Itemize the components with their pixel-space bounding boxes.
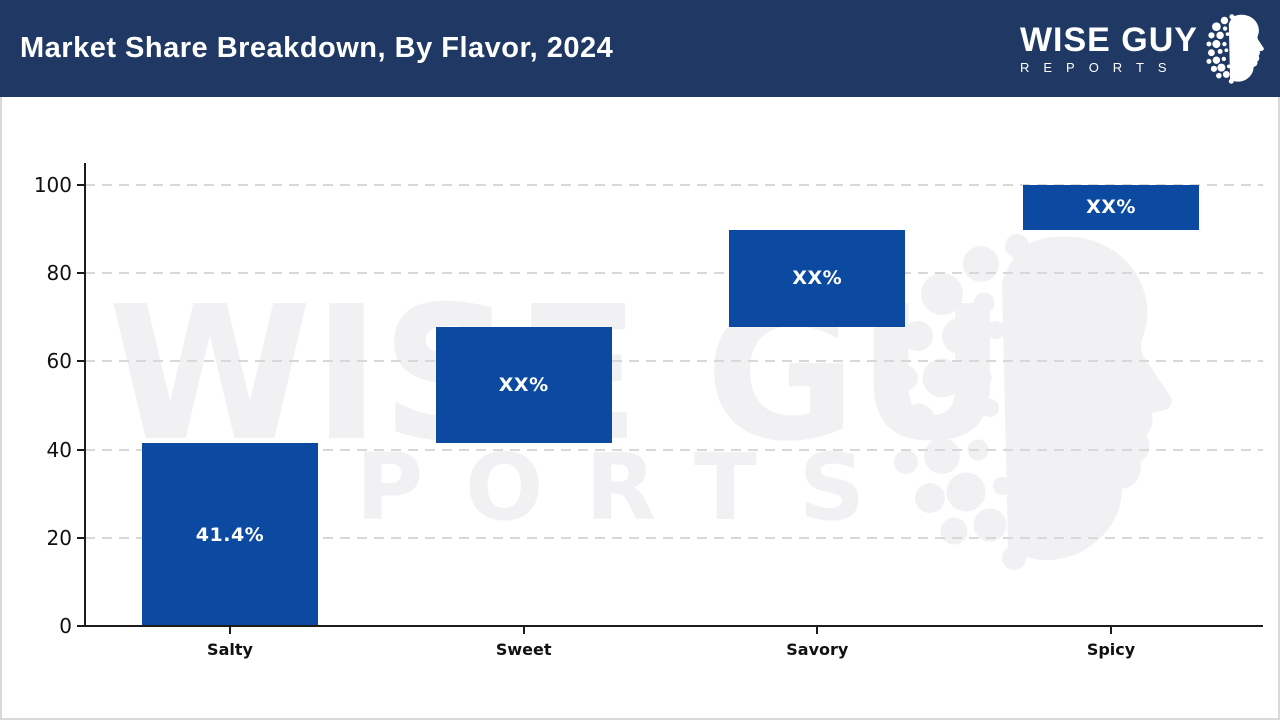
brand-head-icon	[1206, 13, 1264, 84]
x-tick-spicy	[1110, 627, 1112, 634]
y-tick-label-60: 60	[46, 349, 72, 374]
bar-value-label: XX%	[1086, 196, 1136, 219]
y-tick-0	[77, 625, 84, 627]
bar-value-label: 41.4%	[195, 523, 265, 546]
x-tick-label-sweet: Sweet	[495, 640, 552, 659]
y-tick-60	[77, 360, 84, 363]
y-tick-20	[77, 536, 84, 539]
y-tick-label-80: 80	[46, 261, 72, 286]
gridline-100	[85, 184, 1263, 186]
bar-value-label: XX%	[498, 374, 549, 397]
gridline-80	[85, 272, 1263, 275]
x-tick-label-savory: Savory	[786, 640, 849, 659]
y-tick-80	[77, 272, 84, 275]
bar-sweet: XX%	[435, 327, 612, 444]
x-tick-savory	[816, 627, 819, 634]
y-tick-100	[77, 184, 84, 186]
x-tick-sweet	[522, 627, 525, 634]
header: Market Share Breakdown, By Flavor, 2024 …	[0, 0, 1280, 97]
y-tick-label-20: 20	[46, 525, 72, 550]
gridline-20	[85, 536, 1263, 539]
brand-logo-text: WISE GUY REPORTS	[1020, 23, 1198, 74]
bar-spicy: XX%	[1023, 185, 1199, 230]
page-title: Market Share Breakdown, By Flavor, 2024	[20, 32, 614, 64]
gridline-60	[85, 360, 1263, 363]
brand-logo: WISE GUY REPORTS	[1020, 10, 1266, 88]
y-tick-label-100: 100	[33, 173, 72, 197]
watermark-text-wise-guy: WISE GUY	[108, 266, 1141, 482]
y-tick-label-40: 40	[46, 437, 72, 462]
x-tick-label-salty: Salty	[207, 640, 253, 659]
y-tick-label-0: 0	[59, 614, 72, 638]
y-axis-line	[84, 163, 86, 627]
x-tick-salty	[229, 627, 231, 634]
brand-name: WISE GUY	[1019, 21, 1198, 59]
bar-salty: 41.4%	[142, 443, 318, 626]
brand-tagline: REPORTS	[1019, 60, 1181, 75]
y-tick-40	[77, 448, 84, 451]
x-axis-line	[85, 625, 1263, 627]
gridline-40	[85, 448, 1263, 451]
bar-savory: XX%	[729, 229, 906, 327]
x-tick-label-spicy: Spicy	[1086, 640, 1136, 659]
bar-value-label: XX%	[792, 267, 843, 290]
